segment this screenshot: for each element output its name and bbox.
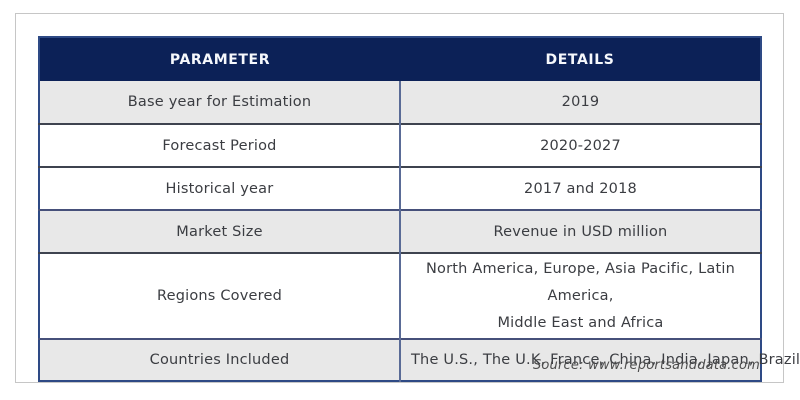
details-cell: The U.S., The U.K, France, China, India,… xyxy=(399,338,800,382)
table-row: Market Size Revenue in USD million xyxy=(39,209,761,253)
content-card: PARAMETER DETAILS Base year for Estimati… xyxy=(15,13,800,383)
header-row: PARAMETER DETAILS xyxy=(39,37,761,81)
parameter-cell: Historical year xyxy=(39,166,400,210)
table-row: Base year for Estimation 2019 xyxy=(39,81,761,124)
column-header-parameter: PARAMETER xyxy=(39,37,400,81)
parameter-cell: Market Size xyxy=(39,209,400,253)
details-cell: North America, Europe, Asia Pacific, Lat… xyxy=(399,251,761,340)
details-cell: Revenue in USD million xyxy=(399,209,761,253)
parameter-cell: Regions Covered xyxy=(39,251,400,340)
parameter-cell: Base year for Estimation xyxy=(39,81,400,124)
details-cell: 2017 and 2018 xyxy=(399,166,761,210)
details-cell: 2020-2027 xyxy=(399,123,761,167)
table-body: Base year for Estimation 2019 Forecast P… xyxy=(39,81,800,382)
column-header-details: DETAILS xyxy=(400,37,761,81)
parameter-cell: Forecast Period xyxy=(39,123,400,167)
parameter-cell: Countries Included xyxy=(39,338,400,382)
table-row: Forecast Period 2020-2027 xyxy=(39,123,761,167)
report-scope-table: PARAMETER DETAILS Base year for Estimati… xyxy=(38,36,800,383)
table-header: PARAMETER DETAILS xyxy=(39,37,761,81)
source-attribution: Source: www.reportsanddata.com xyxy=(532,358,760,373)
table-row: Regions Covered North America, Europe, A… xyxy=(39,251,761,340)
table-row: Historical year 2017 and 2018 xyxy=(39,166,761,210)
details-cell: 2019 xyxy=(399,81,761,124)
table-row: Countries Included The U.S., The U.K, Fr… xyxy=(39,338,800,382)
